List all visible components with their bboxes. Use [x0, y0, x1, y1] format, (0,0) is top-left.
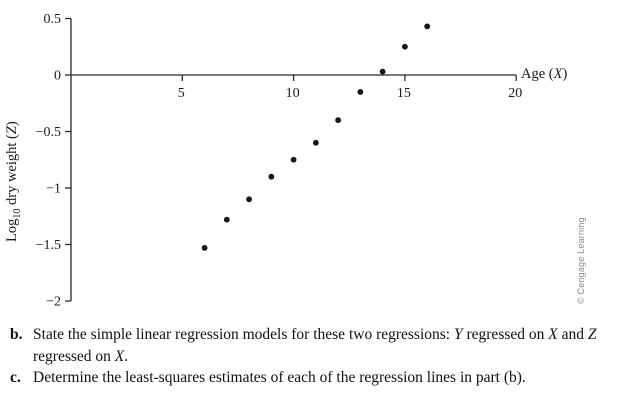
questions-list: b. State the simple linear regression mod…	[10, 324, 616, 389]
y-tick-label: 0.5	[44, 12, 62, 27]
text-segment: 10	[11, 208, 23, 219]
data-point	[357, 89, 364, 95]
x-tick-label: 15	[397, 86, 411, 101]
question-text: Determine the least-squares estimates of…	[33, 369, 526, 386]
x-tick-label: 5	[178, 86, 185, 101]
text-segment: .	[124, 347, 129, 365]
data-point	[201, 244, 208, 251]
x-tick-label: 20	[508, 86, 522, 101]
y-tick-label: −1	[46, 182, 61, 197]
text-segment: )	[562, 66, 568, 82]
data-point	[312, 139, 319, 146]
copyright-credit: © Cengage Learning	[576, 217, 586, 304]
text-segment: State the simple linear regression model…	[33, 326, 454, 343]
data-point	[402, 43, 408, 50]
text-segment: regressed on	[33, 347, 115, 365]
text-segment: regressed on	[462, 326, 549, 343]
question-label: b.	[10, 326, 23, 343]
text-segment: dry weight (	[4, 134, 20, 209]
text-segment: X	[548, 326, 558, 343]
data-point	[335, 117, 342, 124]
text-segment: Age (	[521, 66, 554, 82]
data-point	[290, 156, 297, 163]
data-point	[424, 23, 431, 30]
text-segment: Z	[587, 326, 597, 343]
question-text: State the simple linear regression model…	[33, 326, 597, 365]
y-tick-label: −1.5	[36, 238, 61, 253]
data-point	[268, 173, 275, 180]
y-axis-title: Log10 dry weight (Z)	[4, 121, 23, 242]
y-tick-label: −0.5	[36, 125, 61, 140]
question-item: c. Determine the least-squares estimates …	[10, 367, 616, 389]
x-tick-label: 10	[286, 86, 300, 101]
text-segment: X	[553, 66, 563, 82]
scatter-plot: 0.5 0 −0.5 −1 −1.5 −2 5 10 15 20	[36, 12, 523, 310]
question-label: c.	[10, 369, 21, 386]
text-segment: Log	[4, 218, 20, 242]
text-segment: Determine the least-squares estimates of…	[33, 369, 526, 386]
data-point	[379, 68, 386, 75]
text-segment: Z	[4, 126, 20, 135]
data-point	[246, 196, 252, 203]
question-item: b. State the simple linear regression mod…	[10, 324, 616, 367]
text-segment: Y	[453, 326, 463, 343]
text-segment: and	[557, 326, 588, 343]
data-point	[223, 216, 230, 223]
y-tick-label: 0	[54, 69, 61, 84]
y-tick-label: −2	[46, 295, 61, 310]
x-axis-title: Age (X)	[521, 66, 567, 83]
text-segment: X	[114, 347, 125, 365]
text-segment: )	[4, 121, 20, 127]
